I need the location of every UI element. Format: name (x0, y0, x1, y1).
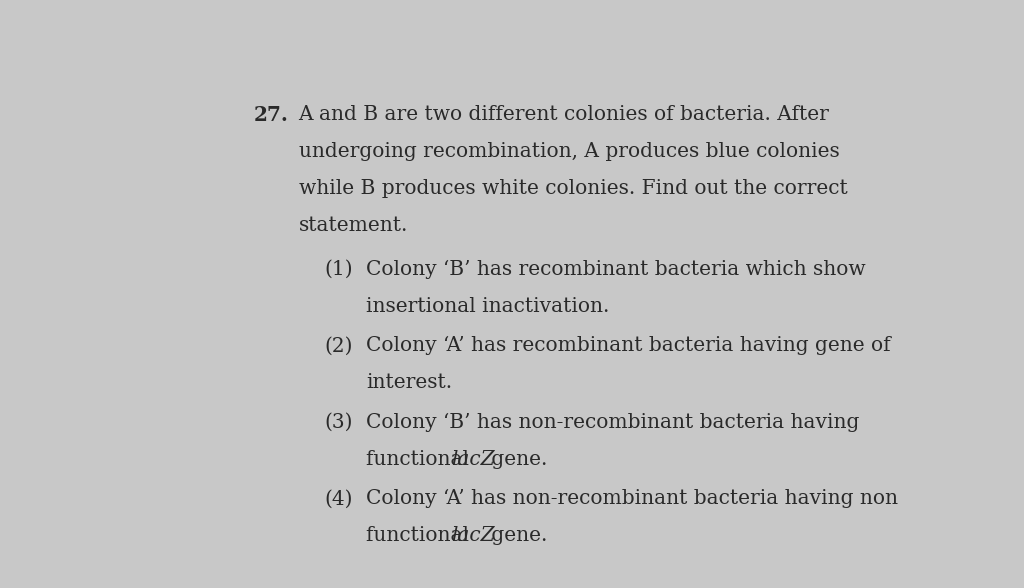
Text: Colony ‘B’ has recombinant bacteria which show: Colony ‘B’ has recombinant bacteria whic… (367, 260, 865, 279)
Text: (2): (2) (325, 336, 353, 355)
Text: lacZ: lacZ (451, 526, 495, 546)
Text: undergoing recombination, A produces blue colonies: undergoing recombination, A produces blu… (299, 142, 840, 161)
Text: (1): (1) (325, 260, 353, 279)
Text: statement.: statement. (299, 216, 408, 235)
Text: functional: functional (367, 526, 475, 546)
Text: interest.: interest. (367, 373, 453, 392)
Text: 27.: 27. (253, 105, 289, 125)
Text: functional: functional (367, 450, 475, 469)
Text: while B produces white colonies. Find out the correct: while B produces white colonies. Find ou… (299, 179, 848, 198)
Text: insertional inactivation.: insertional inactivation. (367, 297, 609, 316)
Text: Colony ‘A’ has recombinant bacteria having gene of: Colony ‘A’ has recombinant bacteria havi… (367, 336, 891, 355)
Text: (4): (4) (325, 489, 353, 509)
Text: gene.: gene. (484, 450, 547, 469)
Text: Colony ‘B’ has non-recombinant bacteria having: Colony ‘B’ has non-recombinant bacteria … (367, 413, 859, 432)
Text: Colony ‘A’ has non-recombinant bacteria having non: Colony ‘A’ has non-recombinant bacteria … (367, 489, 898, 509)
Text: lacZ: lacZ (451, 450, 495, 469)
Text: A and B are two different colonies of bacteria. After: A and B are two different colonies of ba… (299, 105, 829, 123)
Text: (3): (3) (325, 413, 353, 432)
Text: gene.: gene. (484, 526, 547, 546)
